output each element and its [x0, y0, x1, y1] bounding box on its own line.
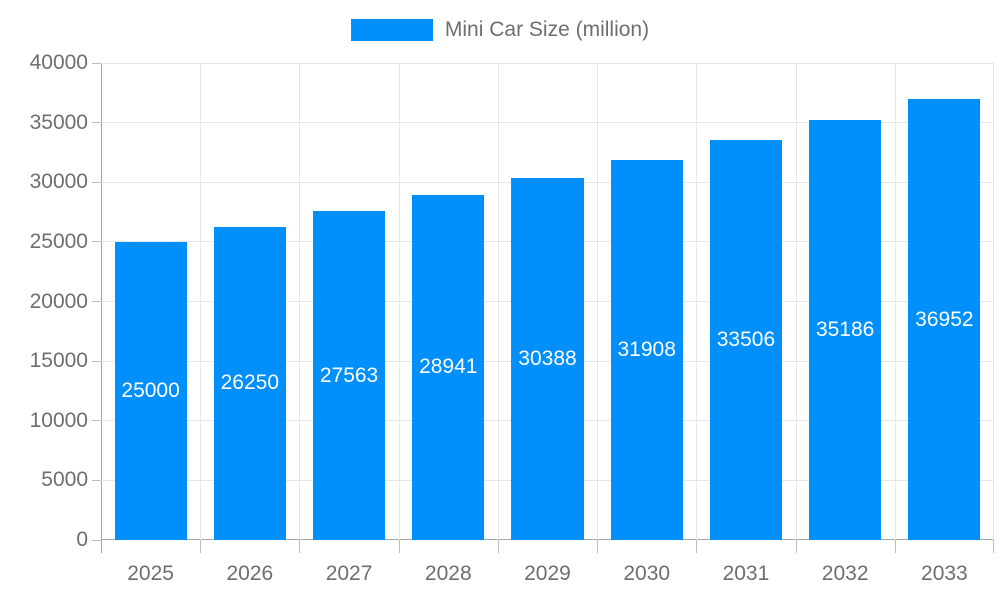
x-axis-label: 2031 [722, 562, 770, 585]
y-axis-label: 40000 [29, 51, 88, 74]
y-axis-label: 0 [76, 528, 88, 551]
x-axis-tick [497, 540, 499, 553]
x-axis-label: 2029 [524, 562, 571, 585]
bar-value-label: 28941 [419, 355, 478, 379]
bar[interactable]: 26250 [213, 226, 286, 540]
x-axis-tick [101, 540, 102, 553]
x-axis-label: 2032 [821, 562, 869, 585]
x-axis-label: 2027 [325, 562, 373, 585]
x-gridline [200, 63, 202, 540]
x-gridline [993, 63, 994, 540]
y-axis-tick [92, 63, 101, 64]
y-axis-label: 35000 [29, 110, 88, 134]
x-axis-tick [597, 540, 599, 553]
bar-value-label: 26250 [220, 371, 280, 395]
y-axis-tick [92, 420, 101, 422]
x-axis-tick [696, 540, 698, 553]
y-axis-tick [92, 181, 101, 183]
x-gridline [894, 63, 896, 540]
bar[interactable]: 28941 [412, 194, 485, 540]
x-gridline [497, 63, 499, 540]
bar[interactable]: 30388 [511, 177, 584, 540]
y-axis-tick [92, 479, 101, 481]
x-gridline [299, 63, 301, 540]
bar[interactable]: 25000 [114, 241, 187, 540]
bar-value-label: 25000 [121, 378, 180, 402]
bar-value-label: 36952 [915, 307, 974, 331]
x-gridline [795, 63, 797, 540]
y-axis-tick [92, 122, 101, 124]
y-axis-label: 15000 [29, 349, 88, 373]
x-axis-tick [993, 540, 994, 553]
y-axis-label: 10000 [29, 408, 88, 432]
y-axis-tick [92, 360, 101, 362]
bar[interactable]: 27563 [312, 211, 386, 540]
x-gridline [696, 63, 698, 540]
bar-value-label: 27563 [319, 363, 379, 387]
x-axis-tick [200, 540, 202, 553]
x-axis-label: 2030 [623, 562, 671, 585]
bar[interactable]: 31908 [610, 159, 683, 540]
bar-value-label: 30388 [518, 346, 577, 370]
plot-area: 0 5000 10000 15000 20000 25000 30000 35000 40000… [30, 51, 994, 585]
legend-swatch [350, 19, 433, 41]
x-gridline [597, 63, 599, 540]
bar-value-label: 33506 [716, 328, 776, 352]
bar[interactable]: 36952 [908, 99, 981, 540]
y-axis-tick [92, 241, 101, 243]
y-axis-label: 5000 [41, 468, 88, 492]
x-axis-tick [398, 540, 400, 553]
y-axis-label: 30000 [29, 170, 88, 194]
y-axis-tick [92, 301, 101, 302]
y-gridline [101, 63, 994, 64]
x-axis-tick [299, 540, 301, 553]
legend[interactable]: Mini Car Size (million) [0, 18, 1000, 42]
bar-value-label: 35186 [815, 318, 875, 342]
y-axis-label: 25000 [29, 229, 88, 253]
legend-label: Mini Car Size (million) [444, 18, 650, 41]
bar-value-label: 31908 [617, 337, 676, 361]
x-axis-tick [795, 540, 797, 553]
bar[interactable]: 35186 [809, 120, 882, 540]
x-axis-tick [894, 540, 896, 553]
y-gridline [101, 122, 994, 124]
x-axis-label: 2025 [127, 562, 174, 585]
y-axis-tick [92, 539, 101, 541]
x-gridline [398, 63, 400, 540]
x-axis-label: 2026 [226, 562, 274, 585]
bar[interactable]: 33506 [709, 140, 782, 540]
y-axis-label: 20000 [29, 289, 88, 313]
x-axis-label: 2033 [921, 562, 968, 585]
x-axis-label: 2028 [424, 562, 472, 585]
